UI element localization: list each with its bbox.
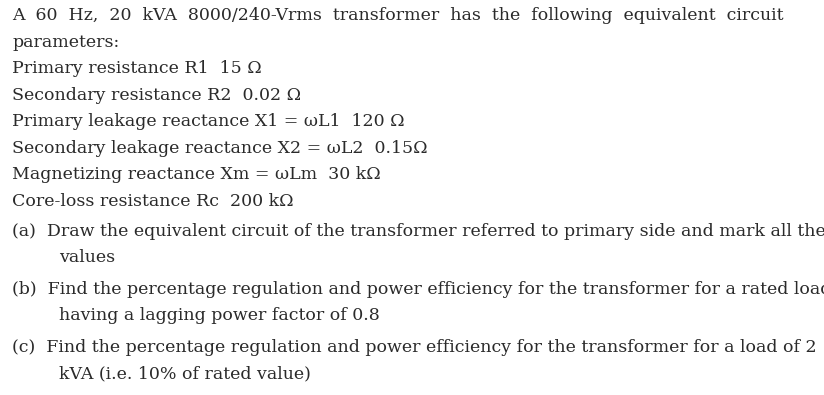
Text: Secondary resistance R2  0.02 Ω: Secondary resistance R2 0.02 Ω xyxy=(12,87,302,104)
Text: (b)  Find the percentage regulation and power efficiency for the transformer for: (b) Find the percentage regulation and p… xyxy=(12,280,824,298)
Text: kVA (i.e. 10% of rated value): kVA (i.e. 10% of rated value) xyxy=(59,365,311,383)
Text: Primary resistance R1  15 Ω: Primary resistance R1 15 Ω xyxy=(12,60,262,77)
Text: A  60  Hz,  20  kVA  8000/240-Vrms  transformer  has  the  following  equivalent: A 60 Hz, 20 kVA 8000/240-Vrms transforme… xyxy=(12,7,784,24)
Text: Primary leakage reactance X1 = ωL1  120 Ω: Primary leakage reactance X1 = ωL1 120 Ω xyxy=(12,113,405,130)
Text: Secondary leakage reactance X2 = ωL2  0.15Ω: Secondary leakage reactance X2 = ωL2 0.1… xyxy=(12,139,428,157)
Text: values: values xyxy=(59,249,115,266)
Text: (a)  Draw the equivalent circuit of the transformer referred to primary side and: (a) Draw the equivalent circuit of the t… xyxy=(12,222,824,240)
Text: parameters:: parameters: xyxy=(12,34,119,51)
Text: (c)  Find the percentage regulation and power efficiency for the transformer for: (c) Find the percentage regulation and p… xyxy=(12,339,817,356)
Text: Core-loss resistance Rc  200 kΩ: Core-loss resistance Rc 200 kΩ xyxy=(12,192,294,210)
Text: having a lagging power factor of 0.8: having a lagging power factor of 0.8 xyxy=(59,307,380,325)
Text: Magnetizing reactance Xm = ωLm  30 kΩ: Magnetizing reactance Xm = ωLm 30 kΩ xyxy=(12,166,381,183)
